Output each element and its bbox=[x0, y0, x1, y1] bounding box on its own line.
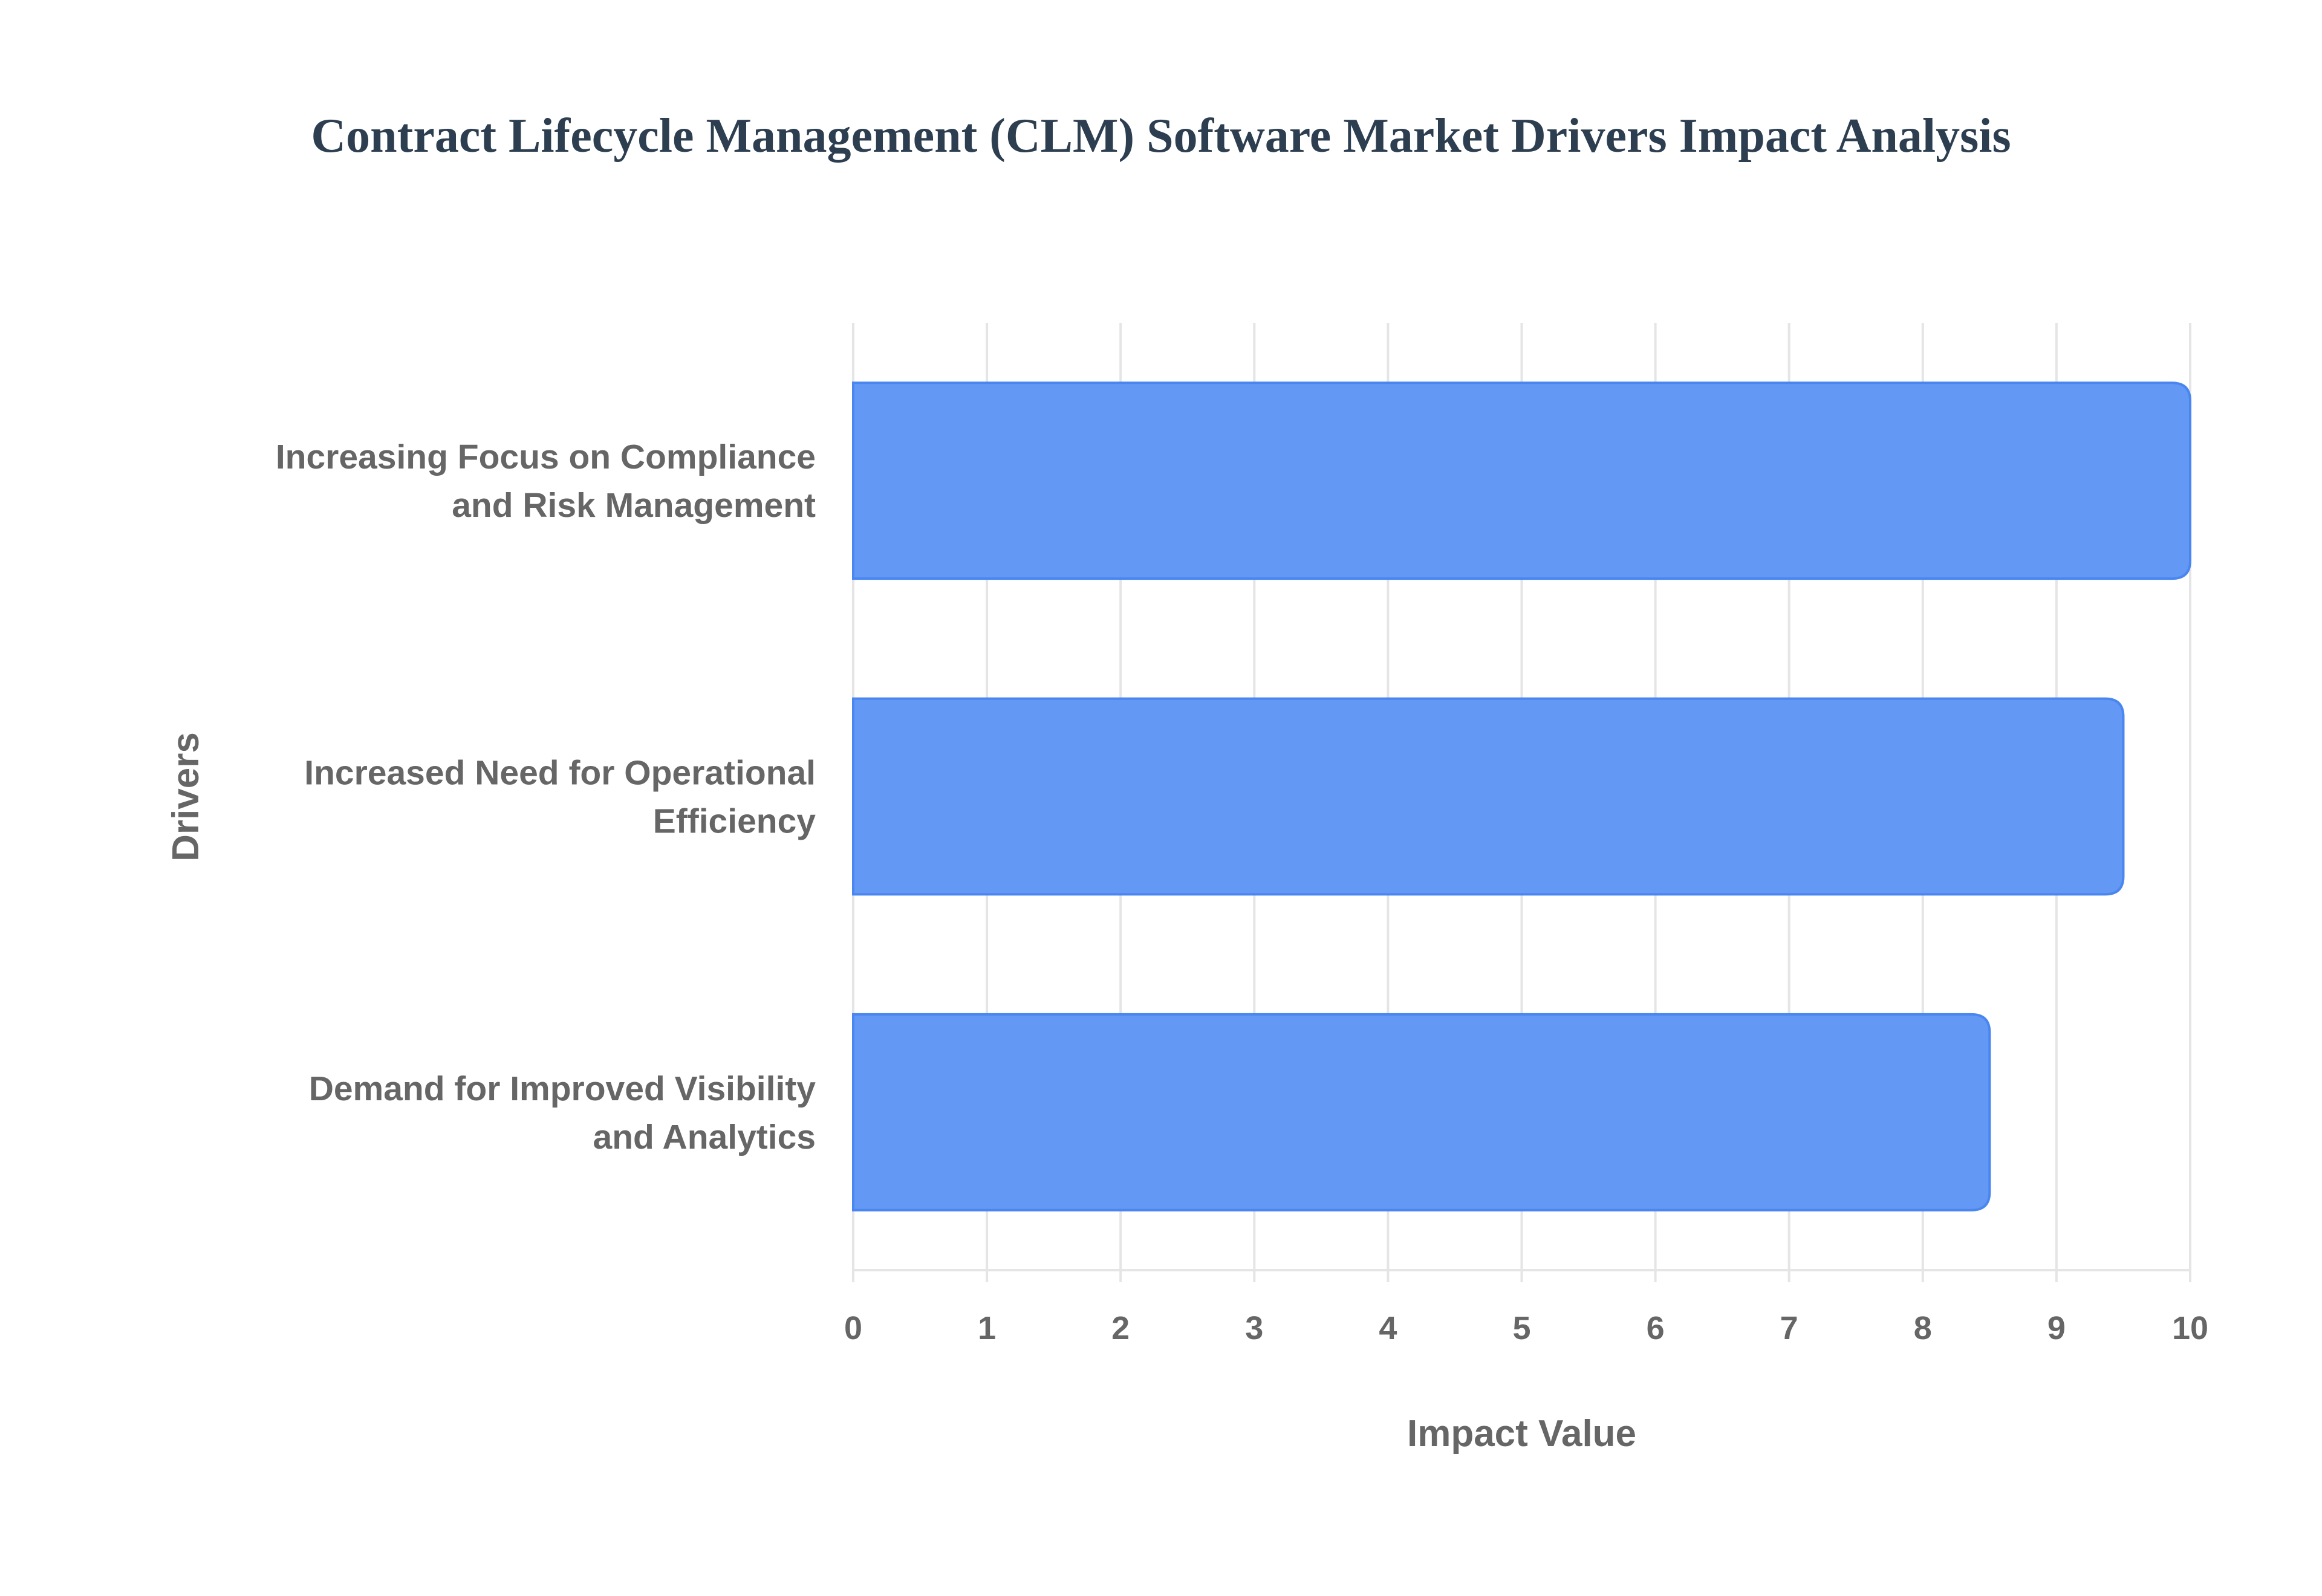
x-tick-label: 10 bbox=[2172, 1310, 2208, 1346]
x-tick-label: 7 bbox=[1780, 1310, 1798, 1346]
y-tick-label-line: Efficiency bbox=[653, 802, 816, 841]
x-axis-title: Impact Value bbox=[1407, 1413, 1636, 1455]
y-tick-label: Increasing Focus on Compliance and Risk M… bbox=[276, 438, 816, 525]
y-tick-label-line: Demand for Improved Visibility bbox=[309, 1069, 816, 1108]
chart-title: Contract Lifecycle Management (CLM) Soft… bbox=[311, 109, 2011, 163]
x-tick-label: 5 bbox=[1512, 1310, 1530, 1346]
bar bbox=[852, 381, 2191, 580]
bar bbox=[852, 1013, 1991, 1212]
x-tick-label: 3 bbox=[1245, 1310, 1263, 1346]
x-tick-label: 6 bbox=[1647, 1310, 1665, 1346]
bar bbox=[852, 697, 2125, 896]
x-tick-label: 2 bbox=[1111, 1310, 1130, 1346]
y-tick-label: Demand for Improved Visibility and Analyt… bbox=[309, 1069, 816, 1156]
y-tick-label-line: Increasing Focus on Compliance bbox=[276, 438, 816, 476]
x-tick-label: 8 bbox=[1914, 1310, 1932, 1346]
x-tick-label: 4 bbox=[1379, 1310, 1397, 1346]
x-tick-label: 1 bbox=[978, 1310, 996, 1346]
y-tick-label-line: and Analytics bbox=[593, 1118, 816, 1156]
x-tick-label: 9 bbox=[2047, 1310, 2066, 1346]
y-tick-label-line: Increased Need for Operational bbox=[304, 754, 816, 793]
y-tick-label-line: and Risk Management bbox=[452, 486, 816, 525]
y-axis-title: Drivers bbox=[165, 732, 207, 861]
y-tick-label: Increased Need for Operational Efficiency bbox=[304, 754, 816, 841]
x-tick-label: 0 bbox=[844, 1310, 862, 1346]
